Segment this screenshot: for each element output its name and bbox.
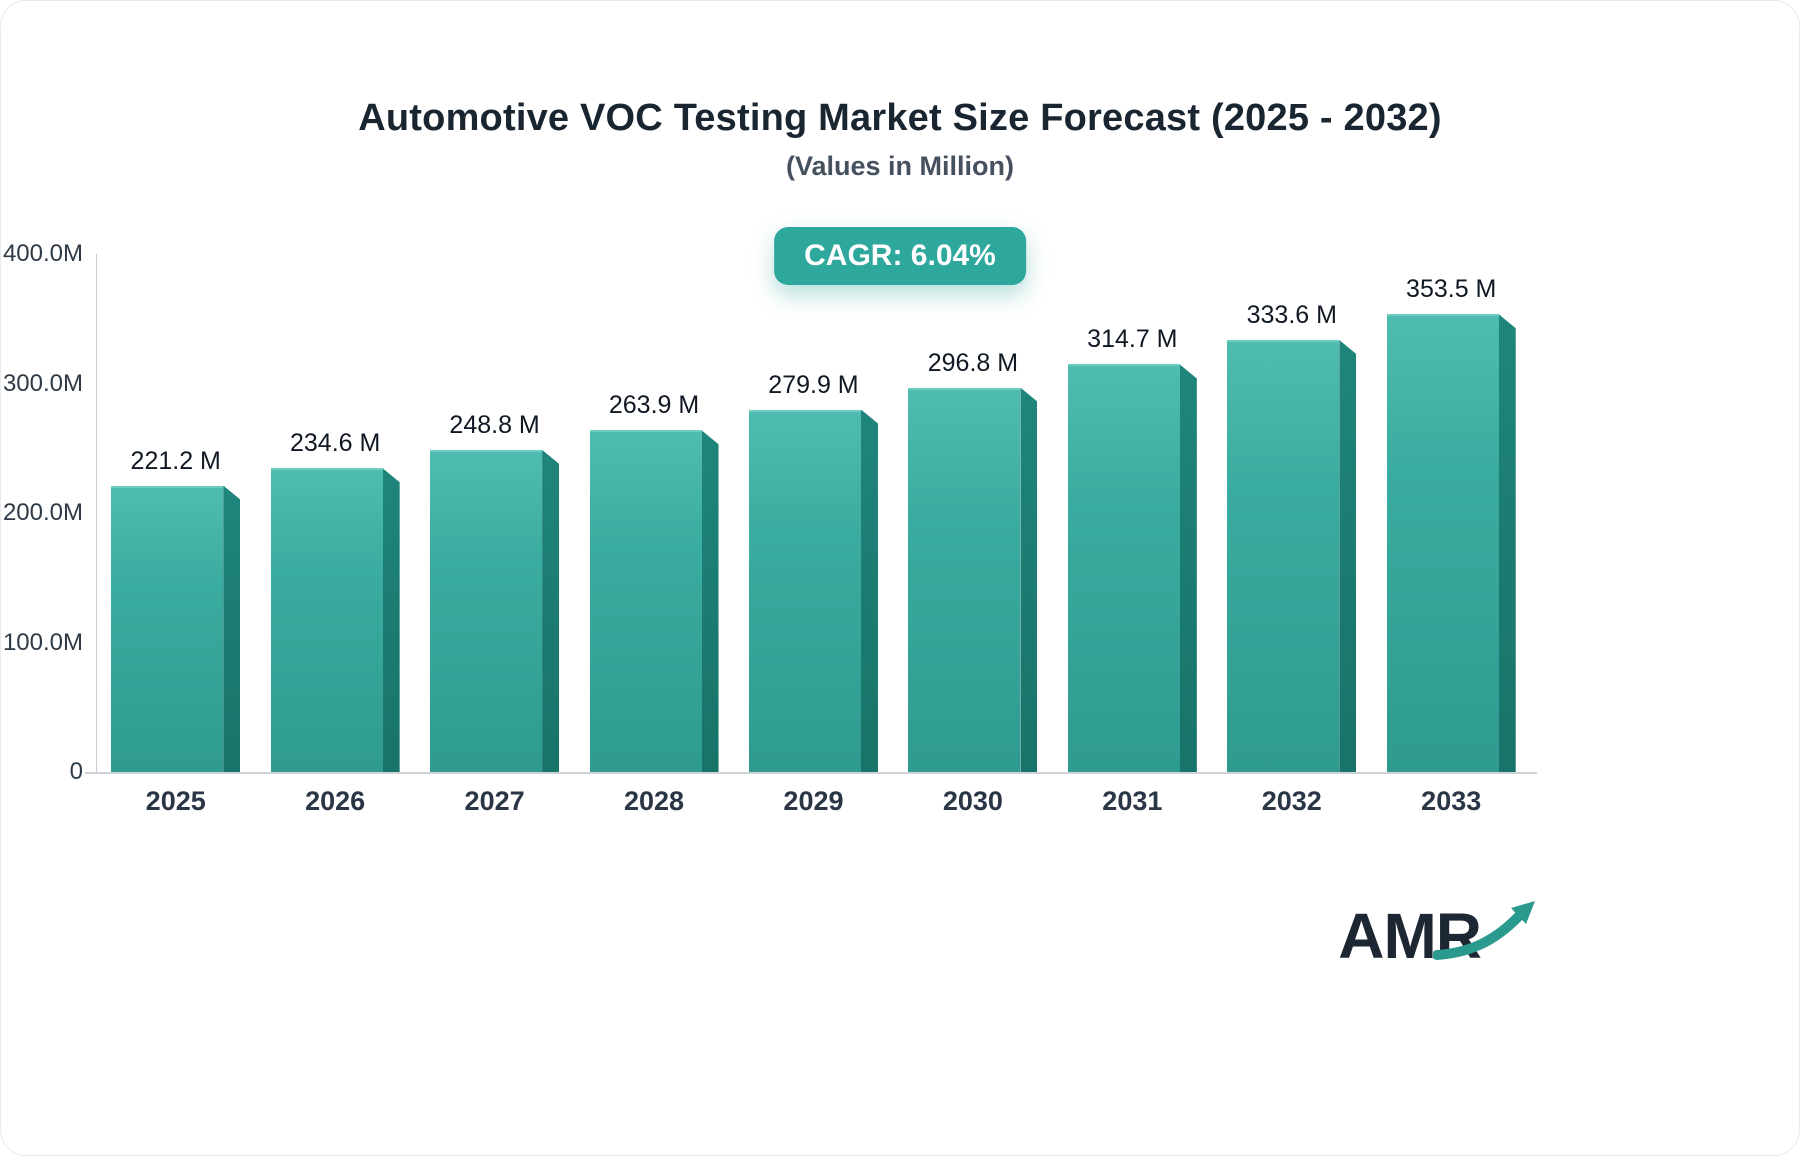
x-axis-label: 2032 [1261,786,1322,816]
bar-side-face [1339,340,1357,772]
bar-value-label: 333.6 M [1246,301,1337,329]
bar [270,468,400,772]
bar-front-face [589,430,702,772]
bar-value-label: 353.5 M [1406,275,1497,304]
bar-side-face [382,468,400,772]
bar-side-face [701,430,719,772]
y-axis-tick-label: 100.0M [2,628,83,656]
x-axis-label: 2026 [305,786,366,816]
amr-logo: AMR [1338,899,1535,973]
x-axis-labels: 2025 2026 2027 2028 2029 2030 2031 2032 2033 [96,786,1531,817]
y-axis-line [96,254,97,772]
bar [111,485,241,772]
cagr-badge: CAGR: 6.04% [774,227,1026,285]
bar-column: 333.6 M [1212,254,1371,772]
bar-front-face [1386,314,1499,772]
bar-front-face [430,449,543,772]
bar [589,430,719,772]
bar-value-label: 221.2 M [130,446,221,475]
bar-side-face [542,449,560,772]
bar [430,449,560,772]
bar-chart: 400.0M 300.0M 200.0M 100.0M 0 221.2 M 234.6 M… [1,240,1799,854]
bar-column: 248.8 M [415,254,574,772]
bar-value-label: 248.8 M [449,410,540,439]
x-axis-label: 2030 [942,786,1003,816]
bar-value-label: 234.6 M [289,429,381,458]
trend-arrow-icon [1433,901,1535,960]
bar-front-face [908,387,1021,772]
bar-front-face [270,468,383,772]
bar-side-face [860,409,878,772]
chart-title: Automotive VOC Testing Market Size Forec… [358,97,1442,139]
x-axis-label: 2025 [145,786,206,816]
bar [1386,314,1516,772]
plot-area: 221.2 M 234.6 M 248.8 M 263.9 M 279.9 M 296.8… [96,254,1531,772]
bar-side-face [1498,314,1516,772]
bar-column: 263.9 M [574,254,733,772]
bar-value-label: 314.7 M [1087,325,1178,354]
bar [748,409,878,772]
bar-column: 296.8 M [893,254,1052,772]
bar-front-face [748,409,861,772]
y-axis-tick-label: 300.0M [2,369,83,397]
y-axis-tick-label: 400.0M [2,240,83,267]
chart-subtitle: (Values in Million) [785,151,1015,181]
bar-column: 314.7 M [1053,254,1212,772]
bar-side-face [223,485,241,772]
bar-column: 221.2 M [96,254,255,772]
x-axis-label: 2029 [783,786,844,816]
bar-front-face [1067,364,1180,772]
x-axis-label: 2027 [464,786,525,816]
x-axis-label: 2028 [623,786,685,816]
bar-column: 353.5 M [1372,254,1531,772]
y-axis-tick-label: 0 [69,758,83,785]
bar-side-face [1179,364,1197,772]
bar-column: 279.9 M [734,254,893,772]
y-axis-labels: 400.0M 300.0M 200.0M 100.0M 0 [1,240,89,785]
bar-value-label: 263.9 M [608,391,700,420]
amr-logo-text: AMR [1338,900,1482,972]
bar [908,387,1038,772]
bar [1227,340,1357,772]
x-axis-label: 2033 [1421,786,1482,816]
bar-front-face [111,485,224,772]
bar-side-face [1020,387,1038,772]
x-axis-label: 2031 [1102,786,1163,816]
y-axis-tick-label: 200.0M [2,499,83,526]
bar-front-face [1227,340,1340,772]
bar [1067,364,1197,772]
bar-value-label: 296.8 M [927,348,1019,377]
bar-value-label: 279.9 M [768,370,859,399]
x-axis-line [85,772,1537,774]
bar-column: 234.6 M [255,254,414,772]
